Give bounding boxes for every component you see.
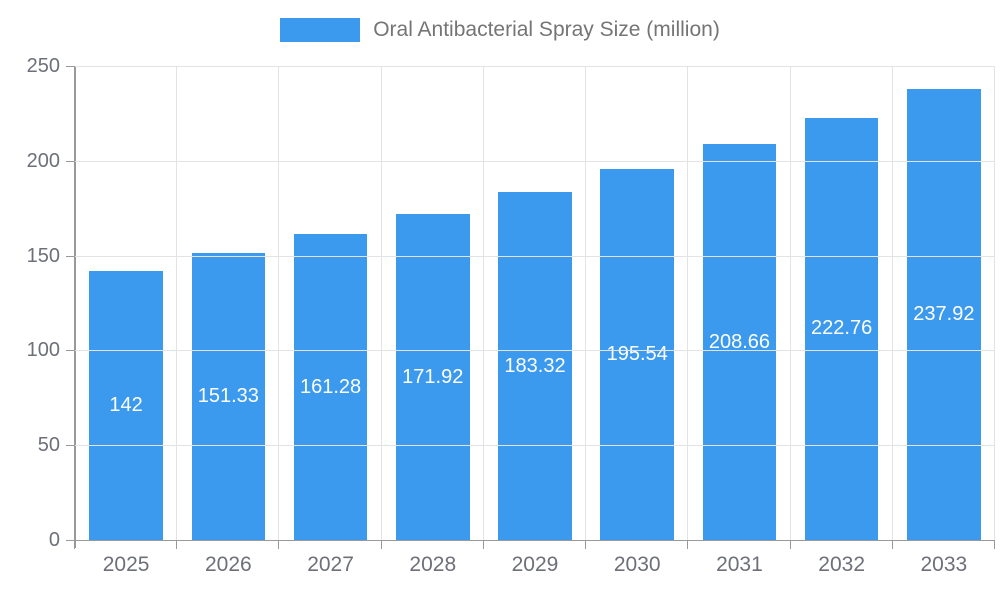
bar[interactable]: 195.54 xyxy=(600,169,674,540)
y-axis-line xyxy=(74,66,76,548)
x-axis-tick xyxy=(891,541,893,549)
gridline xyxy=(75,445,995,447)
bar-value-label: 171.92 xyxy=(402,365,464,388)
x-axis-line xyxy=(75,540,995,541)
bar-cell: 151.33 xyxy=(177,66,279,540)
gridline xyxy=(891,66,893,540)
gridline xyxy=(380,66,382,540)
bar[interactable]: 222.76 xyxy=(804,117,879,540)
x-axis-tick xyxy=(994,541,995,549)
x-axis-tick xyxy=(74,541,75,549)
y-axis-tick xyxy=(66,540,74,541)
bar-value-label: 161.28 xyxy=(299,375,362,398)
x-tick-label: 2033 xyxy=(920,553,968,576)
plot-area: 142 151.33 161.28 171.92 183.32 195.54 208.66 2… xyxy=(27,56,995,576)
y-axis-tick xyxy=(66,160,74,162)
gridline xyxy=(75,255,995,257)
bar[interactable]: 171.92 xyxy=(395,214,470,540)
gridline xyxy=(994,66,995,540)
bar-value-label: 222.76 xyxy=(811,317,873,340)
gridline xyxy=(278,66,280,540)
x-tick-label: 2026 xyxy=(204,553,252,576)
y-axis-tick xyxy=(66,66,74,67)
x-axis-tick xyxy=(789,541,791,549)
x-axis-tick xyxy=(687,541,689,549)
bar-cell: 208.66 xyxy=(688,66,790,540)
y-axis-tick xyxy=(66,445,74,447)
y-tick-label: 0 xyxy=(48,529,60,551)
bars-group: 142 151.33 161.28 171.92 183.32 195.54 208.66 2… xyxy=(75,66,995,540)
bar[interactable]: 142 xyxy=(89,270,163,540)
y-tick-label: 150 xyxy=(26,244,60,267)
x-tick-label: 2032 xyxy=(818,553,865,576)
bar-cell: 161.28 xyxy=(279,66,381,540)
x-axis-tick xyxy=(278,541,280,549)
y-tick-label: 250 xyxy=(26,55,60,77)
x-axis-tick xyxy=(176,541,178,549)
bar[interactable]: 161.28 xyxy=(293,234,368,540)
gridline xyxy=(75,350,995,352)
y-tick-label: 100 xyxy=(26,339,60,362)
bar-value-label: 195.54 xyxy=(606,343,668,366)
y-axis-tick xyxy=(66,255,74,257)
gridline xyxy=(75,66,995,67)
x-tick-label: 2029 xyxy=(511,553,559,576)
bar-cell: 171.92 xyxy=(382,66,484,540)
bar[interactable]: 208.66 xyxy=(702,144,777,540)
bar-value-label: 237.92 xyxy=(913,302,975,325)
x-axis-tick xyxy=(585,541,587,549)
x-axis-tick xyxy=(380,541,382,549)
x-axis-tick xyxy=(482,541,484,549)
gridline xyxy=(482,66,484,540)
bar-value-label: 208.66 xyxy=(708,330,770,353)
gridline xyxy=(75,160,995,162)
gridline xyxy=(789,66,791,540)
bar-cell: 142 xyxy=(75,66,177,540)
x-tick-label: 2030 xyxy=(613,553,661,576)
x-tick-label: 2025 xyxy=(102,553,150,576)
x-axis-labels: 2025 2026 2027 2028 2029 2030 2031 2032 2033 xyxy=(75,553,995,577)
bar-cell: 222.76 xyxy=(791,66,893,540)
bar-value-label: 142 xyxy=(109,393,143,416)
bar[interactable]: 183.32 xyxy=(498,192,572,540)
gridline xyxy=(687,66,689,540)
y-tick-label: 50 xyxy=(37,434,60,457)
y-axis-tick xyxy=(66,350,74,352)
x-tick-label: 2028 xyxy=(409,553,457,576)
bar-cell: 195.54 xyxy=(586,66,688,540)
gridline xyxy=(585,66,587,540)
legend-label: Oral Antibacterial Spray Size (million) xyxy=(373,18,720,41)
bar[interactable]: 237.92 xyxy=(907,88,981,540)
legend-swatch-icon[interactable] xyxy=(280,18,361,42)
legend[interactable]: Oral Antibacterial Spray Size (million) xyxy=(0,18,1000,42)
y-tick-label: 200 xyxy=(26,149,60,172)
x-tick-label: 2027 xyxy=(307,553,354,576)
bar-cell: 183.32 xyxy=(484,66,586,540)
bar[interactable]: 151.33 xyxy=(191,253,266,540)
bar-cell: 237.92 xyxy=(893,66,995,540)
bar-value-label: 151.33 xyxy=(197,385,259,408)
x-tick-label: 2031 xyxy=(716,553,763,576)
bar-value-label: 183.32 xyxy=(504,354,566,377)
gridline xyxy=(176,66,178,540)
